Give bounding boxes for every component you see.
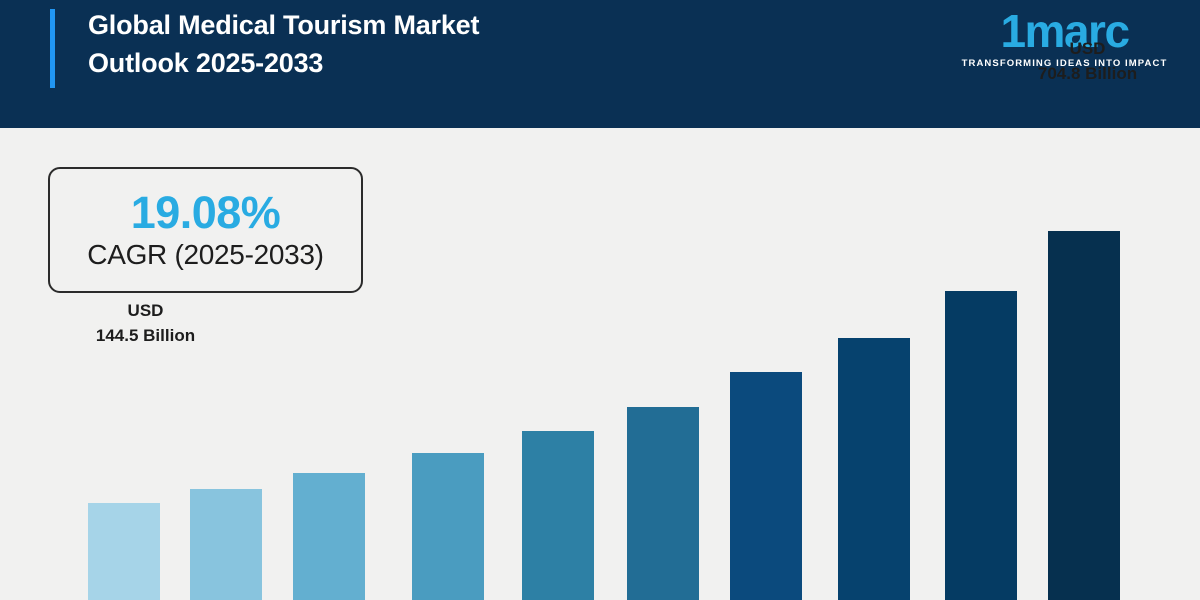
bar-chart: [0, 128, 1200, 600]
header-banner: Global Medical Tourism Market Outlook 20…: [0, 0, 1200, 128]
imarc-logo[interactable]: 1marc TRANSFORMING IDEAS INTO IMPACT: [957, 6, 1172, 71]
bar-2029: [627, 407, 699, 600]
bar-2032: [945, 291, 1017, 600]
bar-2024: [88, 503, 160, 600]
start-value-callout: USD 144.5 Billion: [58, 298, 233, 348]
bar-2031: [838, 338, 910, 600]
logo-wordmark: 1marc: [1000, 5, 1130, 57]
header-accent-bar: [50, 9, 55, 88]
end-value-callout: USD 704.8 Billion: [1000, 36, 1175, 86]
bar-2030: [730, 372, 802, 600]
start-value-amount: 144.5 Billion: [95, 326, 196, 345]
end-value-currency: USD: [1069, 39, 1106, 58]
bar-2026: [293, 473, 365, 600]
cagr-box: 19.08% CAGR (2025-2033): [48, 167, 363, 293]
bar-2033: [1048, 231, 1120, 600]
end-value-amount: 704.8 Billion: [1037, 64, 1138, 83]
page-title: Global Medical Tourism Market Outlook 20…: [88, 6, 708, 82]
bar-2025: [190, 489, 262, 600]
page-title-line-1: Global Medical Tourism Market: [88, 10, 480, 40]
start-value-currency: USD: [127, 301, 164, 320]
bar-2028: [522, 431, 594, 600]
cagr-label: CAGR (2025-2033): [87, 239, 324, 270]
cagr-value: 19.08%: [130, 187, 281, 238]
page-title-line-2: Outlook 2025-2033: [88, 48, 324, 78]
logo-tagline: TRANSFORMING IDEAS INTO IMPACT: [961, 58, 1168, 69]
bar-2027: [412, 453, 484, 600]
